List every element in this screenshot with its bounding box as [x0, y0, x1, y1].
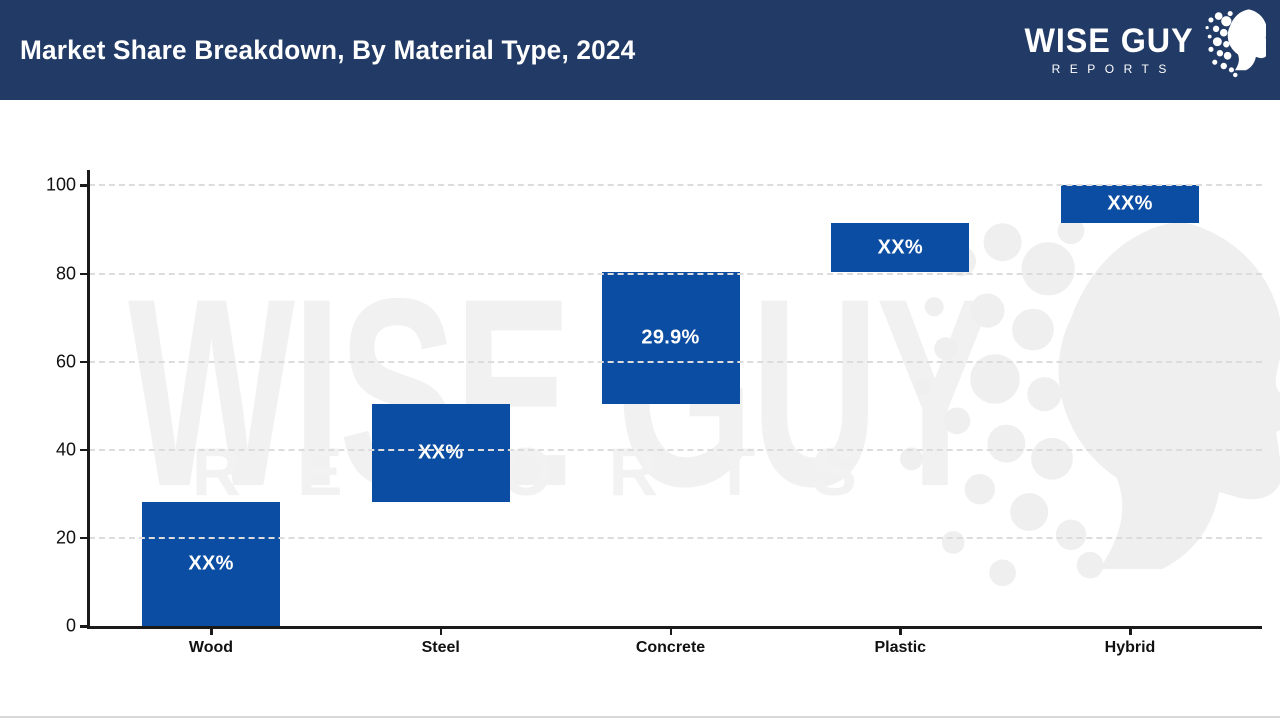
bar-value-label-wood: XX%: [188, 552, 234, 575]
y-tick-60: [80, 360, 89, 364]
x-tick-label-hybrid: Hybrid: [1104, 639, 1156, 656]
x-tick-hybrid: [1129, 628, 1132, 635]
y-tick-label-40: 40: [55, 439, 76, 460]
y-tick-40: [80, 448, 89, 452]
gridline-40: [89, 448, 1262, 451]
brand-logo: WISE GUY REPORTS: [1020, 8, 1266, 92]
page-title: Market Share Breakdown, By Material Type…: [20, 34, 636, 65]
x-tick-label-plastic: Plastic: [874, 639, 927, 656]
x-tick-wood: [210, 628, 213, 635]
gridline-20: [89, 536, 1262, 539]
x-tick-plastic: [899, 628, 902, 635]
y-tick-label-0: 0: [65, 615, 76, 636]
x-tick-steel: [439, 628, 443, 635]
y-tick-label-60: 60: [55, 351, 76, 372]
bar-concrete: 29.9%: [601, 272, 740, 404]
y-tick-80: [80, 272, 89, 276]
logo-wordmark: WISE GUY REPORTS: [1020, 24, 1198, 76]
x-tick-concrete: [669, 628, 672, 635]
y-tick-0: [80, 625, 89, 628]
y-tick-label-20: 20: [55, 527, 76, 548]
bar-value-label-concrete: 29.9%: [641, 326, 700, 349]
bottom-divider: [0, 716, 1280, 718]
x-tick-label-wood: Wood: [188, 639, 234, 656]
logo-wordmark-line1: WISE GUY: [1024, 22, 1194, 60]
x-tick-label-concrete: Concrete: [635, 639, 706, 656]
y-axis-line: [87, 170, 90, 628]
wiseguy-face-icon: [1205, 9, 1266, 78]
watermark-face-icon: [900, 217, 1280, 587]
bar-steel: XX%: [371, 403, 510, 503]
x-axis-line: [87, 626, 1262, 629]
bar-value-label-steel: XX%: [418, 441, 464, 464]
y-tick-label-100: 100: [45, 174, 76, 195]
bar-value-label-plastic: XX%: [877, 236, 923, 259]
y-tick-label-80: 80: [55, 263, 76, 284]
bar-wood: XX%: [142, 502, 280, 626]
logo-wordmark-line2: REPORTS: [1051, 62, 1176, 76]
gridline-60: [89, 360, 1262, 363]
gridline-100: [89, 184, 1262, 187]
gridline-80: [89, 272, 1262, 275]
y-tick-100: [80, 184, 89, 187]
bar-value-label-hybrid: XX%: [1107, 192, 1153, 215]
bar-hybrid: XX%: [1061, 185, 1199, 224]
x-tick-label-steel: Steel: [421, 639, 460, 656]
y-tick-20: [80, 536, 89, 540]
watermark-wordmark: WISE GUY: [128, 242, 994, 542]
bar-plastic: XX%: [831, 223, 970, 273]
header: Market Share Breakdown, By Material Type…: [0, 0, 1280, 100]
